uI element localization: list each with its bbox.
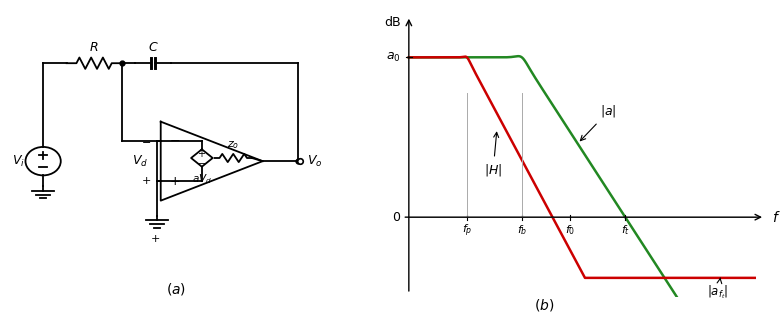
Text: $f_t$: $f_t$ bbox=[621, 223, 630, 237]
Text: $+$: $+$ bbox=[169, 175, 180, 188]
Text: $(a)$: $(a)$ bbox=[166, 281, 187, 297]
Text: $aV_d$: $aV_d$ bbox=[192, 173, 212, 186]
Text: $V_i$: $V_i$ bbox=[13, 154, 25, 169]
Text: $(b)$: $(b)$ bbox=[534, 297, 555, 313]
Text: $+$: $+$ bbox=[150, 233, 160, 244]
Text: $|a|$: $|a|$ bbox=[580, 103, 617, 141]
Text: $R$: $R$ bbox=[89, 41, 99, 54]
Text: $0$: $0$ bbox=[392, 211, 401, 224]
Text: $-$: $-$ bbox=[141, 137, 151, 146]
Text: $f_p$: $f_p$ bbox=[462, 223, 472, 239]
Text: $f_b$: $f_b$ bbox=[517, 223, 527, 237]
Text: $a_0$: $a_0$ bbox=[386, 51, 401, 64]
Text: $+$: $+$ bbox=[198, 149, 206, 159]
Text: $-$: $-$ bbox=[169, 134, 180, 147]
Text: $+$: $+$ bbox=[141, 175, 151, 186]
Text: $f_0$: $f_0$ bbox=[565, 223, 575, 237]
Text: dB: dB bbox=[384, 16, 401, 29]
Text: $-$: $-$ bbox=[198, 157, 206, 167]
Text: $|a_{f_t}|$: $|a_{f_t}|$ bbox=[707, 278, 728, 301]
Text: $|H|$: $|H|$ bbox=[484, 132, 503, 178]
Text: $V_o$: $V_o$ bbox=[307, 154, 322, 169]
Text: $z_o$: $z_o$ bbox=[227, 139, 239, 151]
Text: $f$: $f$ bbox=[771, 210, 780, 225]
Text: $C$: $C$ bbox=[147, 41, 158, 54]
Text: $V_d$: $V_d$ bbox=[132, 154, 148, 169]
